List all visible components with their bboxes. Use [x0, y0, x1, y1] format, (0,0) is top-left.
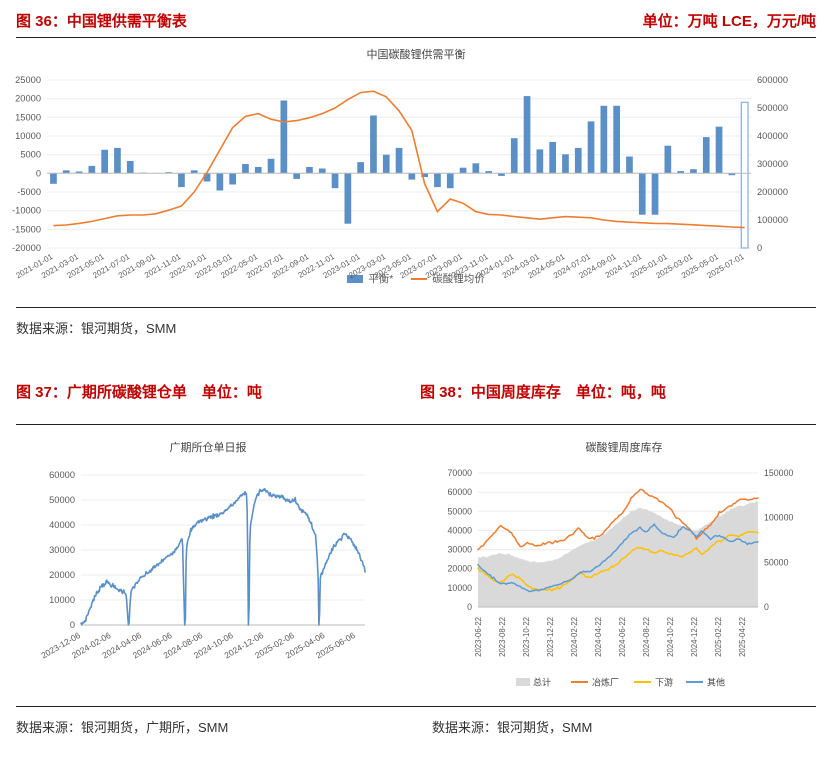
- svg-text:0: 0: [70, 620, 75, 630]
- svg-text:40000: 40000: [49, 520, 75, 530]
- svg-text:10000: 10000: [15, 131, 41, 141]
- svg-text:20000: 20000: [49, 570, 75, 580]
- svg-text:2023-10-22: 2023-10-22: [522, 617, 531, 657]
- svg-text:200000: 200000: [757, 187, 788, 197]
- svg-text:碳酸锂周度库存: 碳酸锂周度库存: [586, 440, 663, 454]
- svg-text:2023-12-22: 2023-12-22: [546, 617, 555, 657]
- svg-text:0: 0: [757, 243, 762, 253]
- svg-text:40000: 40000: [448, 525, 473, 535]
- svg-text:2024-08-22: 2024-08-22: [642, 617, 651, 657]
- svg-text:10000: 10000: [448, 583, 473, 593]
- svg-text:150000: 150000: [764, 468, 793, 478]
- svg-text:2024-10-22: 2024-10-22: [666, 617, 675, 657]
- svg-text:15000: 15000: [15, 112, 41, 122]
- svg-text:2023-06-22: 2023-06-22: [474, 617, 483, 657]
- svg-text:20000: 20000: [448, 564, 473, 574]
- svg-text:70000: 70000: [448, 468, 473, 478]
- svg-text:20000: 20000: [15, 94, 41, 104]
- svg-text:50000: 50000: [448, 506, 473, 516]
- svg-text:100000: 100000: [764, 513, 793, 523]
- svg-text:2025-04-22: 2025-04-22: [738, 617, 747, 657]
- svg-text:总计: 总计: [533, 677, 551, 688]
- svg-text:600000: 600000: [757, 75, 788, 85]
- svg-text:30000: 30000: [448, 545, 473, 555]
- svg-text:-5000: -5000: [17, 187, 41, 197]
- svg-text:10000: 10000: [49, 595, 75, 605]
- svg-text:0: 0: [764, 602, 769, 612]
- svg-text:0: 0: [467, 602, 472, 612]
- svg-text:中国碳酸锂供需平衡: 中国碳酸锂供需平衡: [367, 47, 466, 61]
- svg-text:50000: 50000: [49, 495, 75, 505]
- svg-text:25000: 25000: [15, 75, 41, 85]
- svg-text:-20000: -20000: [12, 243, 41, 253]
- svg-text:2024-04-22: 2024-04-22: [594, 617, 603, 657]
- svg-text:-10000: -10000: [12, 206, 41, 216]
- svg-text:2023-08-22: 2023-08-22: [498, 617, 507, 657]
- svg-text:-15000: -15000: [12, 224, 41, 234]
- svg-text:其他: 其他: [707, 677, 725, 688]
- svg-text:5000: 5000: [20, 150, 41, 160]
- svg-text:2024-02-22: 2024-02-22: [570, 617, 579, 657]
- svg-text:冶炼厂: 冶炼厂: [592, 677, 619, 688]
- svg-text:0: 0: [36, 168, 41, 178]
- svg-text:2024-12-22: 2024-12-22: [690, 617, 699, 657]
- svg-text:60000: 60000: [448, 487, 473, 497]
- svg-text:100000: 100000: [757, 215, 788, 225]
- svg-text:50000: 50000: [764, 557, 789, 567]
- svg-text:广期所仓单日报: 广期所仓单日报: [170, 440, 247, 454]
- svg-text:2025-02-22: 2025-02-22: [714, 617, 723, 657]
- svg-text:30000: 30000: [49, 545, 75, 555]
- svg-text:2024-06-22: 2024-06-22: [618, 617, 627, 657]
- svg-text:500000: 500000: [757, 103, 788, 113]
- svg-text:下游: 下游: [655, 677, 673, 688]
- svg-text:400000: 400000: [757, 131, 788, 141]
- svg-text:60000: 60000: [49, 470, 75, 480]
- svg-text:300000: 300000: [757, 159, 788, 169]
